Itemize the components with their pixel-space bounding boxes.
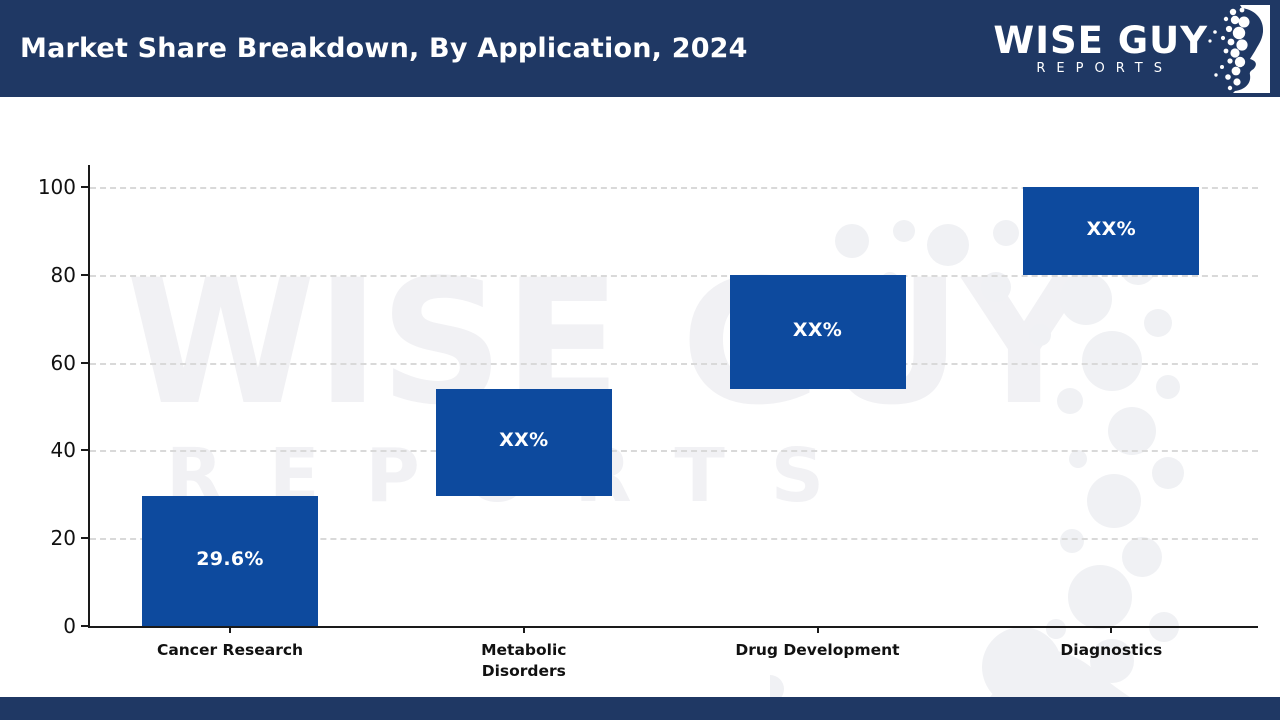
bar-value-label: XX% — [1086, 217, 1136, 240]
gridline-80 — [90, 274, 1258, 277]
y-tick-40 — [81, 449, 89, 452]
y-tick-label-80: 80 — [50, 262, 76, 287]
header-bar: Market Share Breakdown, By Application, … — [0, 0, 1280, 97]
x-tick-label-0: Cancer Research — [156, 641, 304, 659]
gridline-60 — [90, 362, 1258, 365]
footer-bar — [0, 697, 1280, 720]
logo-wordmark-line1: WISE GUY — [993, 19, 1208, 62]
x-tick-label-3: Diagnostics — [1060, 641, 1163, 659]
y-tick-80 — [81, 273, 89, 276]
page-title: Market Share Breakdown, By Application, … — [20, 33, 748, 64]
bar-cancer-research: 29.6% — [142, 496, 318, 626]
gridline-100 — [90, 187, 1258, 189]
y-tick-0 — [81, 625, 89, 627]
x-tick-label-1: Disorders — [481, 662, 566, 680]
x-axis-line — [88, 626, 1258, 628]
x-tick-2 — [816, 628, 819, 633]
y-tick-label-100: 100 — [37, 175, 76, 199]
bar-value-label: 29.6% — [196, 548, 264, 571]
gridline-40 — [90, 450, 1258, 453]
x-tick-1 — [522, 628, 525, 633]
bar-metabolic-disorders: XX% — [435, 388, 612, 497]
x-tick-label-1: Metabolic — [481, 641, 567, 659]
y-tick-label-0: 0 — [63, 614, 76, 638]
x-tick-label-2: Drug Development — [735, 641, 900, 659]
logo-wordmark-line2: REPORTS — [1036, 61, 1173, 76]
y-tick-label-20: 20 — [50, 526, 76, 551]
wise-guy-logo: WISE GUY REPORTS — [993, 4, 1270, 93]
y-tick-label-60: 60 — [50, 350, 76, 375]
bar-value-label: XX% — [499, 429, 549, 452]
bar-diagnostics: XX% — [1023, 187, 1200, 275]
dotted-face-profile-icon — [1208, 4, 1270, 93]
x-tick-0 — [229, 628, 231, 633]
y-tick-20 — [81, 537, 89, 540]
y-tick-100 — [81, 186, 89, 188]
y-axis-line — [88, 165, 90, 628]
bar-drug-development: XX% — [729, 274, 906, 389]
logo-wordmark: WISE GUY REPORTS — [993, 22, 1208, 75]
y-tick-60 — [81, 361, 89, 364]
y-tick-label-40: 40 — [50, 438, 76, 463]
bar-value-label: XX% — [792, 318, 843, 341]
gridline-20 — [90, 538, 1258, 541]
x-tick-3 — [1110, 628, 1113, 633]
